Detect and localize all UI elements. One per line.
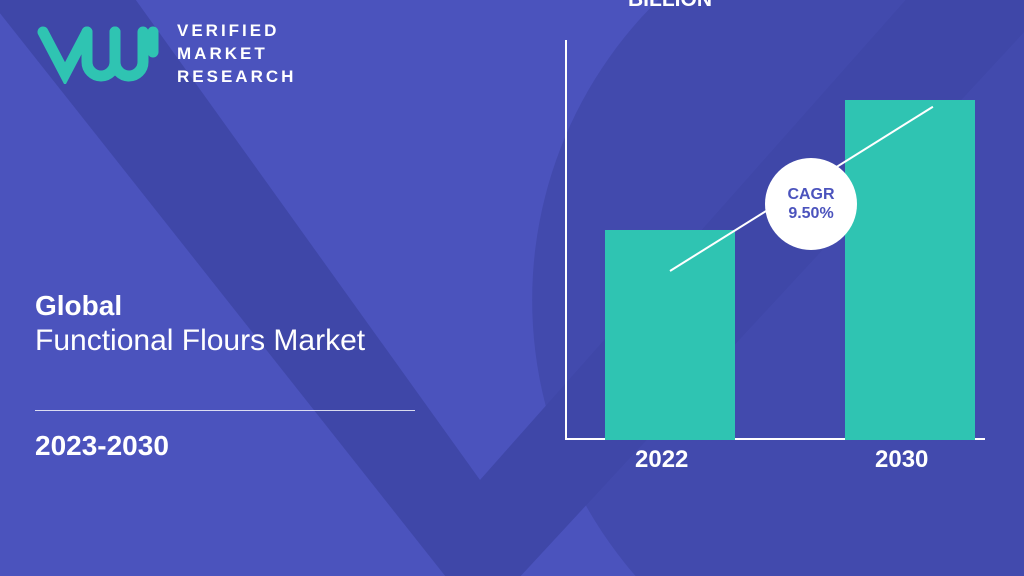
cagr-label: CAGR bbox=[787, 185, 834, 204]
logo-text-line2: MARKET bbox=[177, 43, 296, 66]
bar-2022-value-unit: BILLION bbox=[590, 0, 750, 12]
market-bar-chart: $ 115.99 BILLION $ 260.33 BILLION 2022 2… bbox=[565, 40, 995, 470]
bar-2030: $ 260.33 BILLION bbox=[845, 100, 975, 440]
title-prefix: Global bbox=[35, 290, 365, 322]
cagr-badge: CAGR 9.50% bbox=[765, 158, 857, 250]
bar-2022: $ 115.99 BILLION bbox=[605, 230, 735, 440]
divider-line bbox=[35, 410, 415, 411]
forecast-period: 2023-2030 bbox=[35, 430, 169, 462]
brand-logo: VERIFIED MARKET RESEARCH bbox=[35, 20, 296, 89]
logo-text-line1: VERIFIED bbox=[177, 20, 296, 43]
year-label-2022: 2022 bbox=[635, 446, 688, 474]
logo-text-line3: RESEARCH bbox=[177, 66, 296, 89]
bar-2022-rect bbox=[605, 230, 735, 440]
y-axis bbox=[565, 40, 567, 440]
cagr-value: 9.50% bbox=[788, 204, 833, 223]
logo-text: VERIFIED MARKET RESEARCH bbox=[177, 20, 296, 89]
year-label-2030: 2030 bbox=[875, 446, 928, 474]
bar-2022-value: $ 115.99 BILLION bbox=[590, 0, 750, 12]
title-main: Functional Flours Market bbox=[35, 324, 365, 358]
title-block: Global Functional Flours Market bbox=[35, 290, 365, 358]
logo-mark-icon bbox=[35, 24, 165, 84]
bar-2030-rect bbox=[845, 100, 975, 440]
